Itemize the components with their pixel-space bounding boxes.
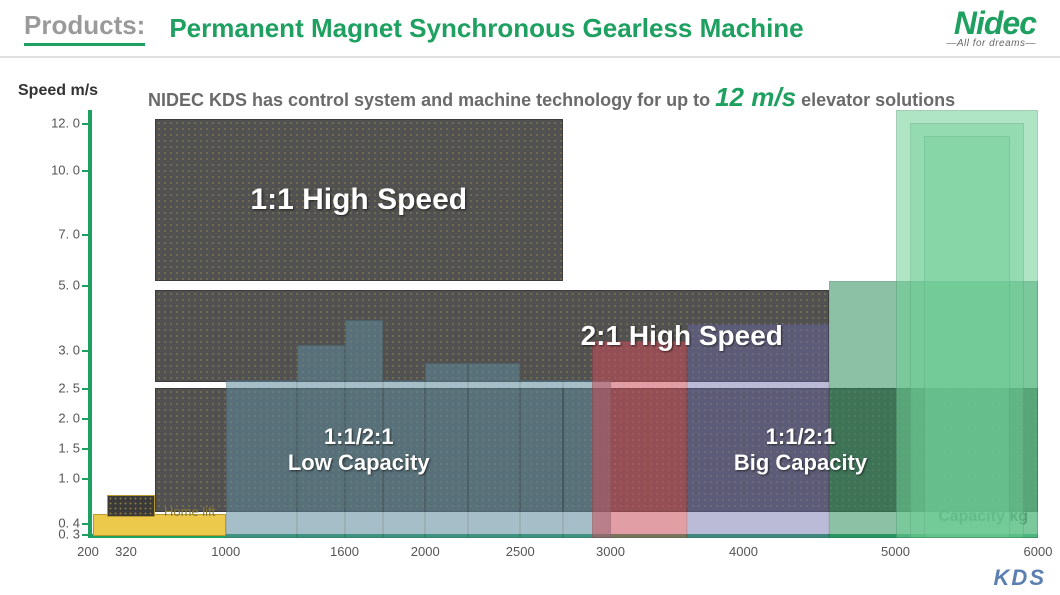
region-label-big-capacity: 1:1/2:1 Big Capacity <box>563 424 1038 476</box>
x-tick-label: 2000 <box>411 544 440 559</box>
x-tick-label: 2500 <box>506 544 535 559</box>
y-tick-label: 5. 0 <box>58 278 80 293</box>
nidec-logo: Nidec —All for dreams— <box>946 7 1036 49</box>
home-lift-swatch-icon <box>107 495 155 517</box>
region-label-high-speed-2-1: 2:1 High Speed <box>155 320 830 352</box>
x-tick-label: 200 <box>77 544 99 559</box>
region-low-line1: 1:1/2:1 <box>155 424 564 450</box>
region-big-line2: Big Capacity <box>563 450 1038 476</box>
region-low-line2: Low Capacity <box>155 450 564 476</box>
y-axis-title: Speed m/s <box>18 82 98 100</box>
subhead-pre: NIDEC KDS has control system and machine… <box>148 90 715 110</box>
y-tick-label: 10. 0 <box>51 162 80 177</box>
capacity-bar <box>924 136 1010 538</box>
y-tick-mark <box>82 388 92 390</box>
region-label-low-capacity: 1:1/2:1 Low Capacity <box>155 424 564 476</box>
logo-text: Nidec <box>946 7 1036 39</box>
chart-area: 1:1 High Speed 2:1 High Speed 1:1/2:1 Lo… <box>88 110 1038 538</box>
y-tick-mark <box>82 523 92 525</box>
logo-tagline: —All for dreams— <box>946 39 1036 49</box>
header: Products: Permanent Magnet Synchronous G… <box>0 0 1060 58</box>
x-tick-label: 6000 <box>1024 544 1053 559</box>
y-tick-label: 2. 5 <box>58 381 80 396</box>
kds-logo: KDS <box>994 565 1046 591</box>
y-tick-mark <box>82 448 92 450</box>
x-tick-label: 1600 <box>330 544 359 559</box>
y-tick-label: 2. 0 <box>58 411 80 426</box>
y-tick-mark <box>82 234 92 236</box>
y-tick-label: 12. 0 <box>51 115 80 130</box>
y-tick-label: 7. 0 <box>58 227 80 242</box>
subhead: NIDEC KDS has control system and machine… <box>148 82 955 113</box>
x-tick-label: 3000 <box>596 544 625 559</box>
x-tick-label: 320 <box>115 544 137 559</box>
products-label: Products: <box>24 10 145 46</box>
x-tick-label: 1000 <box>211 544 240 559</box>
subhead-post: elevator solutions <box>801 90 955 110</box>
x-tick-label: 4000 <box>729 544 758 559</box>
subhead-accent: 12 m/s <box>715 82 796 112</box>
x-tick-label: 5000 <box>881 544 910 559</box>
y-tick-label: 1. 0 <box>58 471 80 486</box>
y-tick-mark <box>82 350 92 352</box>
y-tick-label: 1. 5 <box>58 441 80 456</box>
y-tick-mark <box>82 534 92 536</box>
y-tick-label: 0. 4 <box>58 516 80 531</box>
y-tick-mark <box>82 123 92 125</box>
y-tick-mark <box>82 285 92 287</box>
region-label-high-speed-1-1: 1:1 High Speed <box>155 183 564 217</box>
region-big-line1: 1:1/2:1 <box>563 424 1038 450</box>
y-tick-mark <box>82 478 92 480</box>
y-tick-mark <box>82 170 92 172</box>
page-title: Permanent Magnet Synchronous Gearless Ma… <box>169 13 946 44</box>
y-tick-label: 3. 0 <box>58 342 80 357</box>
home-lift-label: Home lift <box>164 504 215 519</box>
y-axis-line <box>88 110 92 538</box>
y-tick-mark <box>82 418 92 420</box>
